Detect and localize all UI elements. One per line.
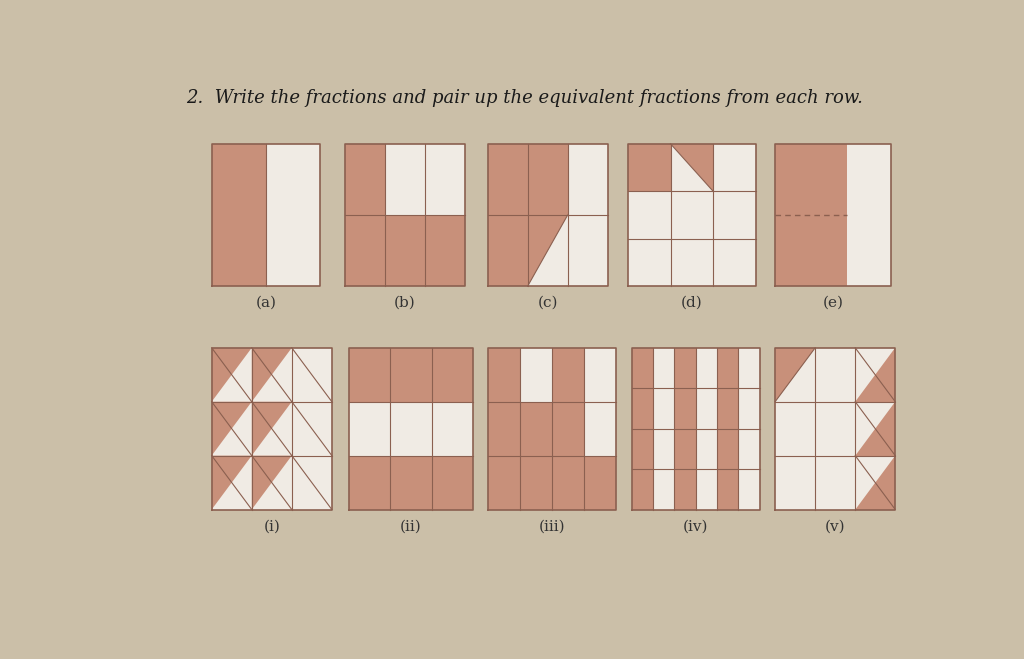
Text: (i): (i): [263, 519, 281, 533]
Bar: [520, 402, 552, 455]
Bar: [628, 144, 671, 191]
Bar: [488, 348, 616, 509]
Polygon shape: [252, 455, 292, 509]
Bar: [487, 215, 527, 286]
Bar: [527, 144, 567, 215]
Text: (e): (e): [822, 296, 844, 310]
Bar: [349, 348, 473, 509]
Polygon shape: [855, 402, 895, 455]
Bar: [345, 144, 385, 286]
Bar: [212, 144, 266, 286]
Text: (iv): (iv): [683, 519, 709, 533]
Text: (c): (c): [538, 296, 558, 310]
Text: (iii): (iii): [539, 519, 565, 533]
Text: (d): (d): [681, 296, 702, 310]
Polygon shape: [671, 144, 713, 191]
Bar: [349, 455, 473, 509]
Bar: [385, 215, 425, 286]
Text: (a): (a): [255, 296, 276, 310]
Polygon shape: [212, 348, 252, 402]
Bar: [520, 455, 552, 509]
Polygon shape: [855, 455, 895, 509]
Bar: [487, 144, 607, 286]
Bar: [552, 348, 585, 402]
Bar: [675, 348, 695, 509]
Bar: [487, 144, 527, 215]
Bar: [488, 402, 520, 455]
Bar: [349, 348, 473, 402]
Bar: [488, 348, 520, 402]
Bar: [628, 144, 756, 286]
Polygon shape: [252, 348, 292, 402]
Bar: [717, 348, 738, 509]
Text: (b): (b): [394, 296, 416, 310]
Bar: [775, 144, 891, 286]
Polygon shape: [775, 348, 815, 402]
Bar: [212, 348, 332, 509]
Bar: [488, 455, 520, 509]
Text: (v): (v): [825, 519, 846, 533]
Polygon shape: [855, 348, 895, 402]
Bar: [847, 144, 891, 286]
Bar: [212, 144, 321, 286]
Polygon shape: [527, 215, 567, 286]
Polygon shape: [212, 402, 252, 455]
Bar: [775, 348, 895, 509]
Text: (ii): (ii): [400, 519, 422, 533]
Text: 2.  Write the fractions and pair up the equivalent fractions from each row.: 2. Write the fractions and pair up the e…: [186, 88, 863, 107]
Bar: [425, 215, 465, 286]
Bar: [585, 455, 616, 509]
Bar: [632, 348, 760, 509]
Bar: [632, 348, 653, 509]
Bar: [345, 144, 465, 286]
Polygon shape: [212, 455, 252, 509]
Polygon shape: [252, 402, 292, 455]
Bar: [552, 402, 585, 455]
Bar: [552, 455, 585, 509]
